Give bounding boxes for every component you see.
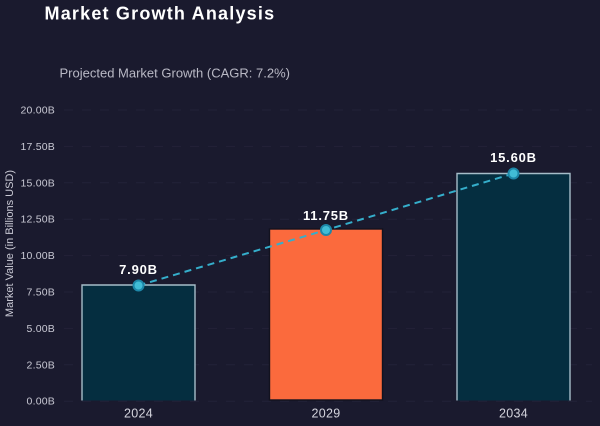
svg-text:17.50B: 17.50B xyxy=(21,141,55,153)
svg-text:15.60B: 15.60B xyxy=(490,150,537,165)
svg-text:10.00B: 10.00B xyxy=(21,250,55,262)
svg-text:20.00B: 20.00B xyxy=(21,105,55,117)
svg-text:2029: 2029 xyxy=(311,407,340,421)
svg-text:11.75B: 11.75B xyxy=(303,208,349,223)
svg-text:Market Growth Analysis: Market Growth Analysis xyxy=(45,4,276,24)
svg-text:2024: 2024 xyxy=(124,407,153,421)
svg-text:0.00B: 0.00B xyxy=(27,396,55,408)
svg-text:Projected Market Growth (CAGR:: Projected Market Growth (CAGR: 7.2%) xyxy=(60,66,290,81)
svg-text:2.50B: 2.50B xyxy=(27,359,55,371)
svg-text:7.90B: 7.90B xyxy=(119,262,158,277)
svg-text:5.00B: 5.00B xyxy=(27,323,55,335)
svg-text:2034: 2034 xyxy=(499,407,528,421)
svg-text:Market Value (in Billions USD): Market Value (in Billions USD) xyxy=(4,170,16,317)
svg-text:12.50B: 12.50B xyxy=(21,214,55,226)
svg-text:7.50B: 7.50B xyxy=(27,287,55,299)
svg-text:15.00B: 15.00B xyxy=(21,177,55,189)
